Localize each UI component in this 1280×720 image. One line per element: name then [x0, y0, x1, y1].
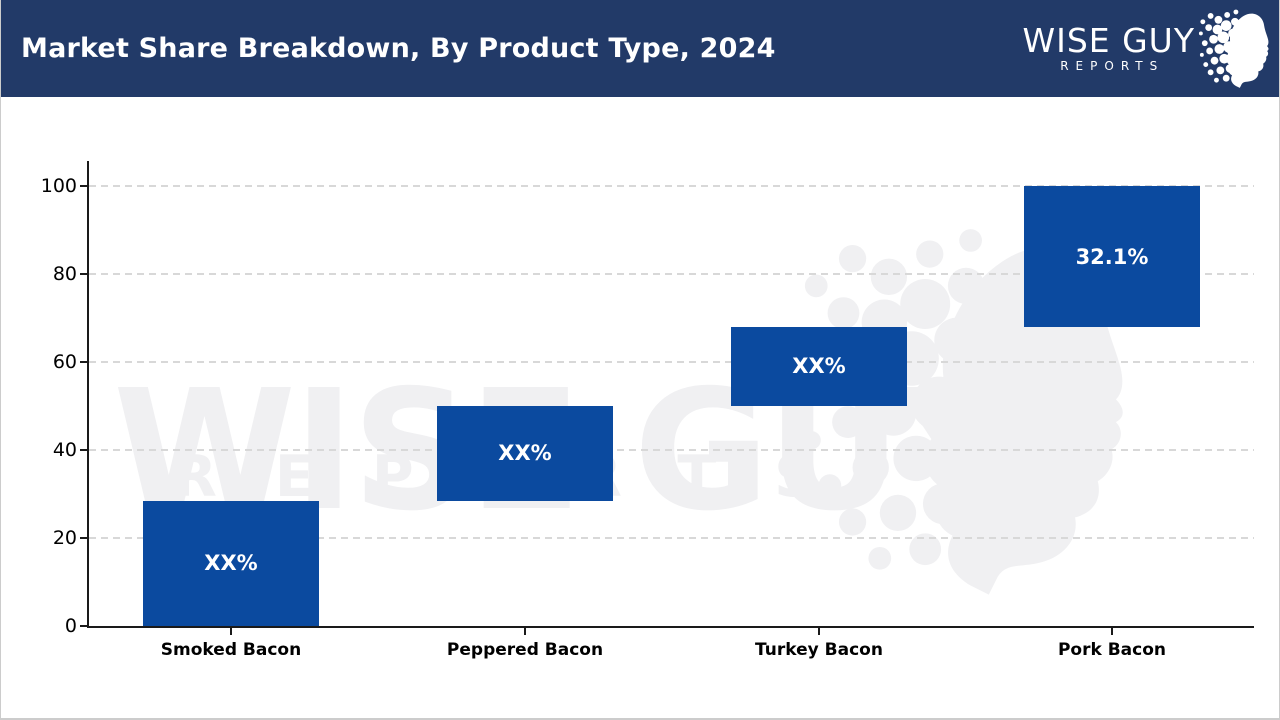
- y-axis-tick: [80, 273, 89, 275]
- bar-smoked-bacon: XX%: [143, 500, 319, 626]
- bar-turkey-bacon: XX%: [731, 327, 907, 406]
- y-axis-tick-label: 20: [52, 527, 77, 549]
- x-axis-label: Peppered Bacon: [446, 640, 604, 660]
- y-axis-spine: [87, 161, 89, 628]
- bar-value-label: 32.1%: [1075, 244, 1149, 269]
- y-axis-tick: [80, 449, 89, 451]
- gridline: [89, 537, 1254, 539]
- y-axis-tick: [80, 185, 89, 187]
- logo-wordmark: WISE GUY: [1022, 20, 1195, 60]
- x-axis-label: Smoked Bacon: [160, 640, 302, 660]
- x-axis-tick: [818, 628, 820, 635]
- bar-pork-bacon: 32.1%: [1024, 186, 1200, 328]
- y-axis-tick-label: 40: [52, 439, 77, 461]
- x-axis-spine: [87, 626, 1254, 628]
- y-axis-tick-label: 0: [64, 615, 77, 637]
- y-axis-tick: [80, 537, 89, 539]
- gridline: [89, 449, 1254, 451]
- gridline: [89, 185, 1254, 187]
- y-axis-tick-label: 60: [52, 351, 77, 373]
- header: Market Share Breakdown, By Product Type,…: [1, 0, 1279, 97]
- x-axis-tick: [1111, 628, 1113, 635]
- x-axis-label: Pork Bacon: [1057, 640, 1167, 660]
- bar-value-label: XX%: [498, 441, 552, 466]
- x-axis-label: Turkey Bacon: [755, 640, 883, 660]
- chart-title: Market Share Breakdown, By Product Type,…: [21, 33, 776, 64]
- logo-text: WISE GUY REPORTS: [1022, 20, 1195, 74]
- bar-peppered-bacon: XX%: [437, 405, 613, 501]
- y-axis-tick-label: 80: [52, 263, 77, 285]
- x-axis-tick: [230, 628, 232, 635]
- y-axis-tick: [80, 625, 89, 627]
- gridline: [89, 273, 1254, 275]
- bar-value-label: XX%: [792, 354, 846, 379]
- wise-guy-logo: WISE GUY REPORTS: [1022, 0, 1269, 97]
- bar-value-label: XX%: [204, 551, 258, 576]
- x-axis-tick: [524, 628, 526, 635]
- gridline: [89, 361, 1254, 363]
- y-axis-tick: [80, 361, 89, 363]
- y-axis-tick-label: 100: [40, 175, 77, 197]
- logo-subtitle: REPORTS: [1060, 59, 1165, 74]
